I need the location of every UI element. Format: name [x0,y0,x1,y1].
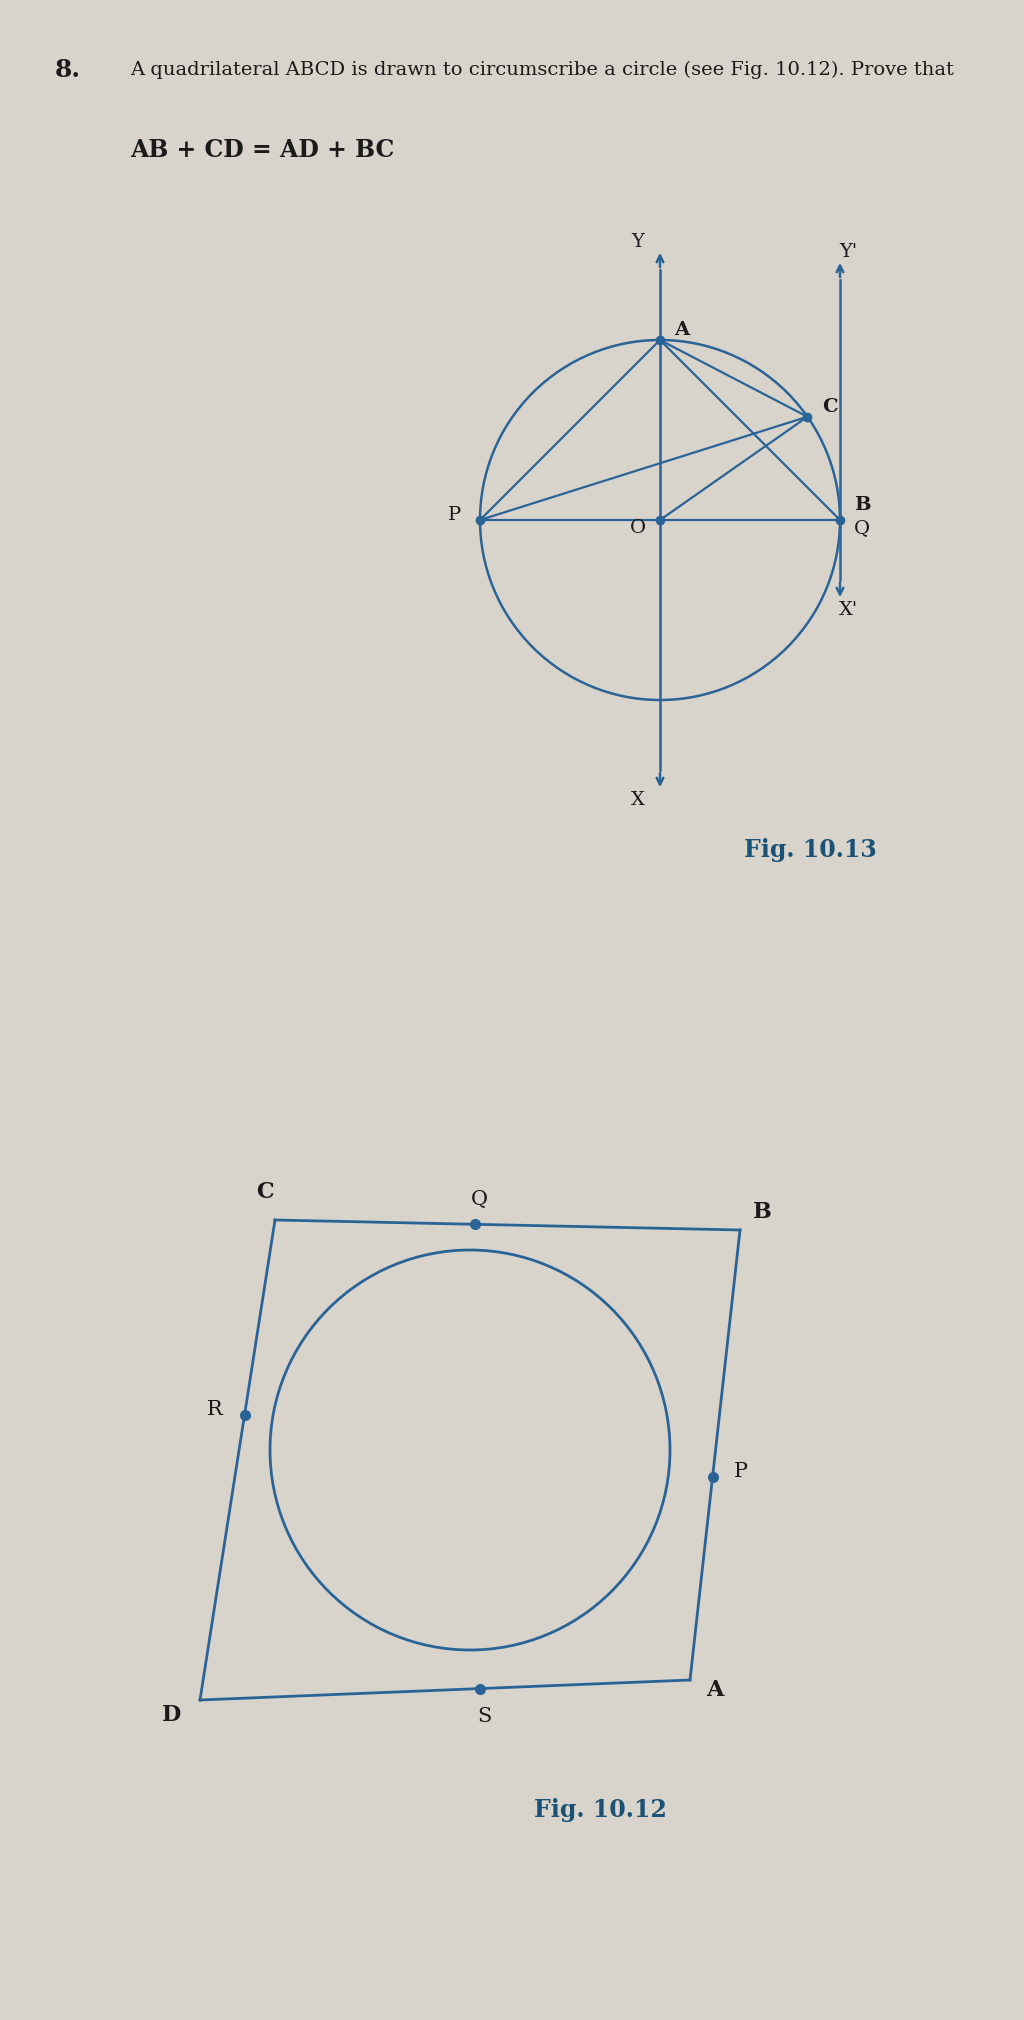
Text: Q: Q [471,1190,488,1208]
Text: 8.: 8. [55,59,81,83]
Text: A quadrilateral ABCD is drawn to circumscribe a circle (see Fig. 10.12). Prove t: A quadrilateral ABCD is drawn to circums… [130,61,954,79]
Text: B: B [753,1202,771,1222]
Text: Q: Q [854,519,870,537]
Text: Fig. 10.12: Fig. 10.12 [534,1798,667,1822]
Text: Y: Y [632,232,644,250]
Text: P: P [733,1462,748,1481]
Text: X': X' [839,602,857,618]
Text: A: A [675,321,689,339]
Text: P: P [449,505,462,523]
Text: S: S [477,1707,492,1725]
Text: Y': Y' [839,242,857,261]
Text: O: O [630,519,646,537]
Text: C: C [821,398,838,416]
Text: AB + CD = AD + BC: AB + CD = AD + BC [130,137,394,162]
Text: A: A [707,1679,724,1701]
Text: D: D [163,1705,181,1725]
Text: B: B [854,497,870,513]
Text: C: C [256,1182,273,1204]
Text: R: R [207,1400,222,1420]
Text: Fig. 10.13: Fig. 10.13 [743,838,877,863]
Text: X: X [631,792,645,808]
